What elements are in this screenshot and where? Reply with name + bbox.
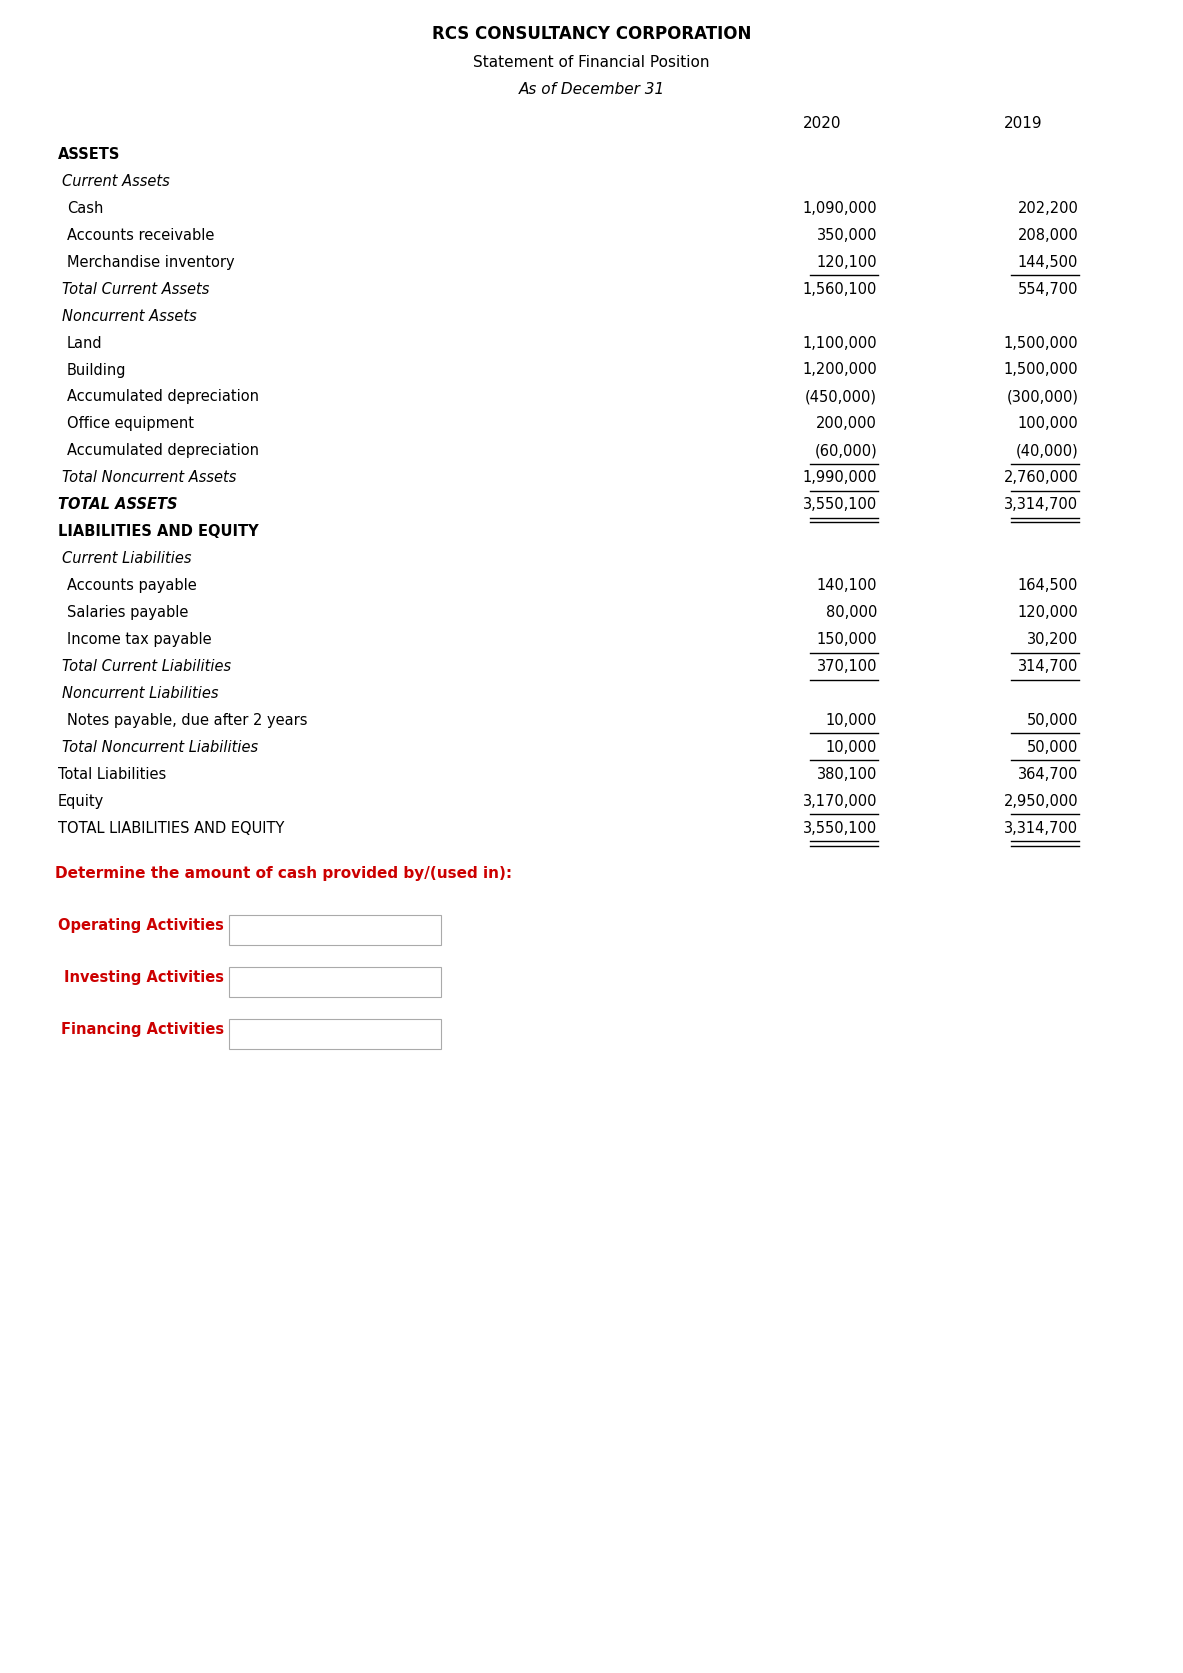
Text: Operating Activities: Operating Activities (58, 918, 224, 934)
Text: 150,000: 150,000 (816, 632, 877, 647)
Text: 3,550,100: 3,550,100 (803, 821, 877, 836)
Text: 3,170,000: 3,170,000 (803, 795, 877, 810)
Text: 2,950,000: 2,950,000 (1003, 795, 1078, 810)
Text: Total Liabilities: Total Liabilities (58, 768, 167, 783)
Text: 314,700: 314,700 (1017, 659, 1078, 674)
Text: Cash: Cash (67, 201, 103, 216)
Text: Accumulated depreciation: Accumulated depreciation (67, 443, 259, 458)
Text: 2,760,000: 2,760,000 (1003, 470, 1078, 485)
Text: Noncurrent Liabilities: Noncurrent Liabilities (62, 686, 219, 701)
FancyBboxPatch shape (230, 915, 441, 945)
Text: 50,000: 50,000 (1027, 713, 1078, 728)
Text: 80,000: 80,000 (826, 606, 877, 621)
Text: Total Noncurrent Liabilities: Total Noncurrent Liabilities (62, 739, 258, 755)
Text: Accounts receivable: Accounts receivable (67, 228, 214, 243)
Text: Income tax payable: Income tax payable (67, 632, 212, 647)
Text: Building: Building (67, 363, 127, 378)
Text: 370,100: 370,100 (816, 659, 877, 674)
Text: Investing Activities: Investing Activities (64, 970, 224, 985)
Text: 1,990,000: 1,990,000 (803, 470, 877, 485)
Text: TOTAL LIABILITIES AND EQUITY: TOTAL LIABILITIES AND EQUITY (58, 821, 284, 836)
Text: Total Noncurrent Assets: Total Noncurrent Assets (62, 470, 237, 485)
Text: 10,000: 10,000 (826, 713, 877, 728)
Text: 30,200: 30,200 (1027, 632, 1078, 647)
Text: Current Assets: Current Assets (62, 174, 169, 189)
Text: 1,200,000: 1,200,000 (802, 363, 877, 378)
Text: Salaries payable: Salaries payable (67, 606, 188, 621)
Text: Financing Activities: Financing Activities (60, 1022, 224, 1037)
Text: (40,000): (40,000) (1015, 443, 1078, 458)
Text: 2019: 2019 (1004, 115, 1042, 130)
Text: 1,560,100: 1,560,100 (803, 281, 877, 296)
Text: Land: Land (67, 336, 103, 351)
Text: 10,000: 10,000 (826, 739, 877, 755)
Text: Total Current Liabilities: Total Current Liabilities (62, 659, 231, 674)
Text: 364,700: 364,700 (1017, 768, 1078, 783)
Text: 200,000: 200,000 (816, 417, 877, 432)
Text: Current Liabilities: Current Liabilities (62, 552, 192, 567)
Text: 1,090,000: 1,090,000 (802, 201, 877, 216)
Text: (300,000): (300,000) (1007, 390, 1078, 405)
Text: TOTAL ASSETS: TOTAL ASSETS (58, 497, 177, 512)
Text: Statement of Financial Position: Statement of Financial Position (473, 55, 710, 70)
FancyBboxPatch shape (230, 967, 441, 997)
Text: 120,100: 120,100 (816, 254, 877, 269)
Text: (60,000): (60,000) (814, 443, 877, 458)
Text: 2020: 2020 (803, 115, 841, 130)
Text: 120,000: 120,000 (1017, 606, 1078, 621)
Text: Notes payable, due after 2 years: Notes payable, due after 2 years (67, 713, 308, 728)
Text: Accounts payable: Accounts payable (67, 579, 196, 594)
Text: 3,314,700: 3,314,700 (1004, 821, 1078, 836)
Text: 554,700: 554,700 (1017, 281, 1078, 296)
Text: Noncurrent Assets: Noncurrent Assets (62, 308, 196, 323)
Text: 100,000: 100,000 (1017, 417, 1078, 432)
Text: Merchandise inventory: Merchandise inventory (67, 254, 234, 269)
Text: 208,000: 208,000 (1017, 228, 1078, 243)
Text: 140,100: 140,100 (816, 579, 877, 594)
Text: 3,550,100: 3,550,100 (803, 497, 877, 512)
Text: Office equipment: Office equipment (67, 417, 194, 432)
Text: 164,500: 164,500 (1017, 579, 1078, 594)
Text: As of December 31: As of December 31 (518, 82, 665, 97)
Text: 350,000: 350,000 (816, 228, 877, 243)
Text: ASSETS: ASSETS (58, 147, 121, 162)
Text: Determine the amount of cash provided by/(used in):: Determine the amount of cash provided by… (54, 867, 512, 882)
Text: 202,200: 202,200 (1017, 201, 1078, 216)
Text: 50,000: 50,000 (1027, 739, 1078, 755)
Text: 380,100: 380,100 (816, 768, 877, 783)
Text: Total Current Assets: Total Current Assets (62, 281, 209, 296)
Text: 3,314,700: 3,314,700 (1004, 497, 1078, 512)
Text: 1,500,000: 1,500,000 (1003, 363, 1078, 378)
Text: 1,500,000: 1,500,000 (1003, 336, 1078, 351)
Text: 144,500: 144,500 (1017, 254, 1078, 269)
Text: Equity: Equity (58, 795, 104, 810)
FancyBboxPatch shape (230, 1019, 441, 1049)
Text: Accumulated depreciation: Accumulated depreciation (67, 390, 259, 405)
Text: LIABILITIES AND EQUITY: LIABILITIES AND EQUITY (58, 524, 259, 539)
Text: RCS CONSULTANCY CORPORATION: RCS CONSULTANCY CORPORATION (432, 25, 751, 43)
Text: 1,100,000: 1,100,000 (802, 336, 877, 351)
Text: (450,000): (450,000) (806, 390, 877, 405)
